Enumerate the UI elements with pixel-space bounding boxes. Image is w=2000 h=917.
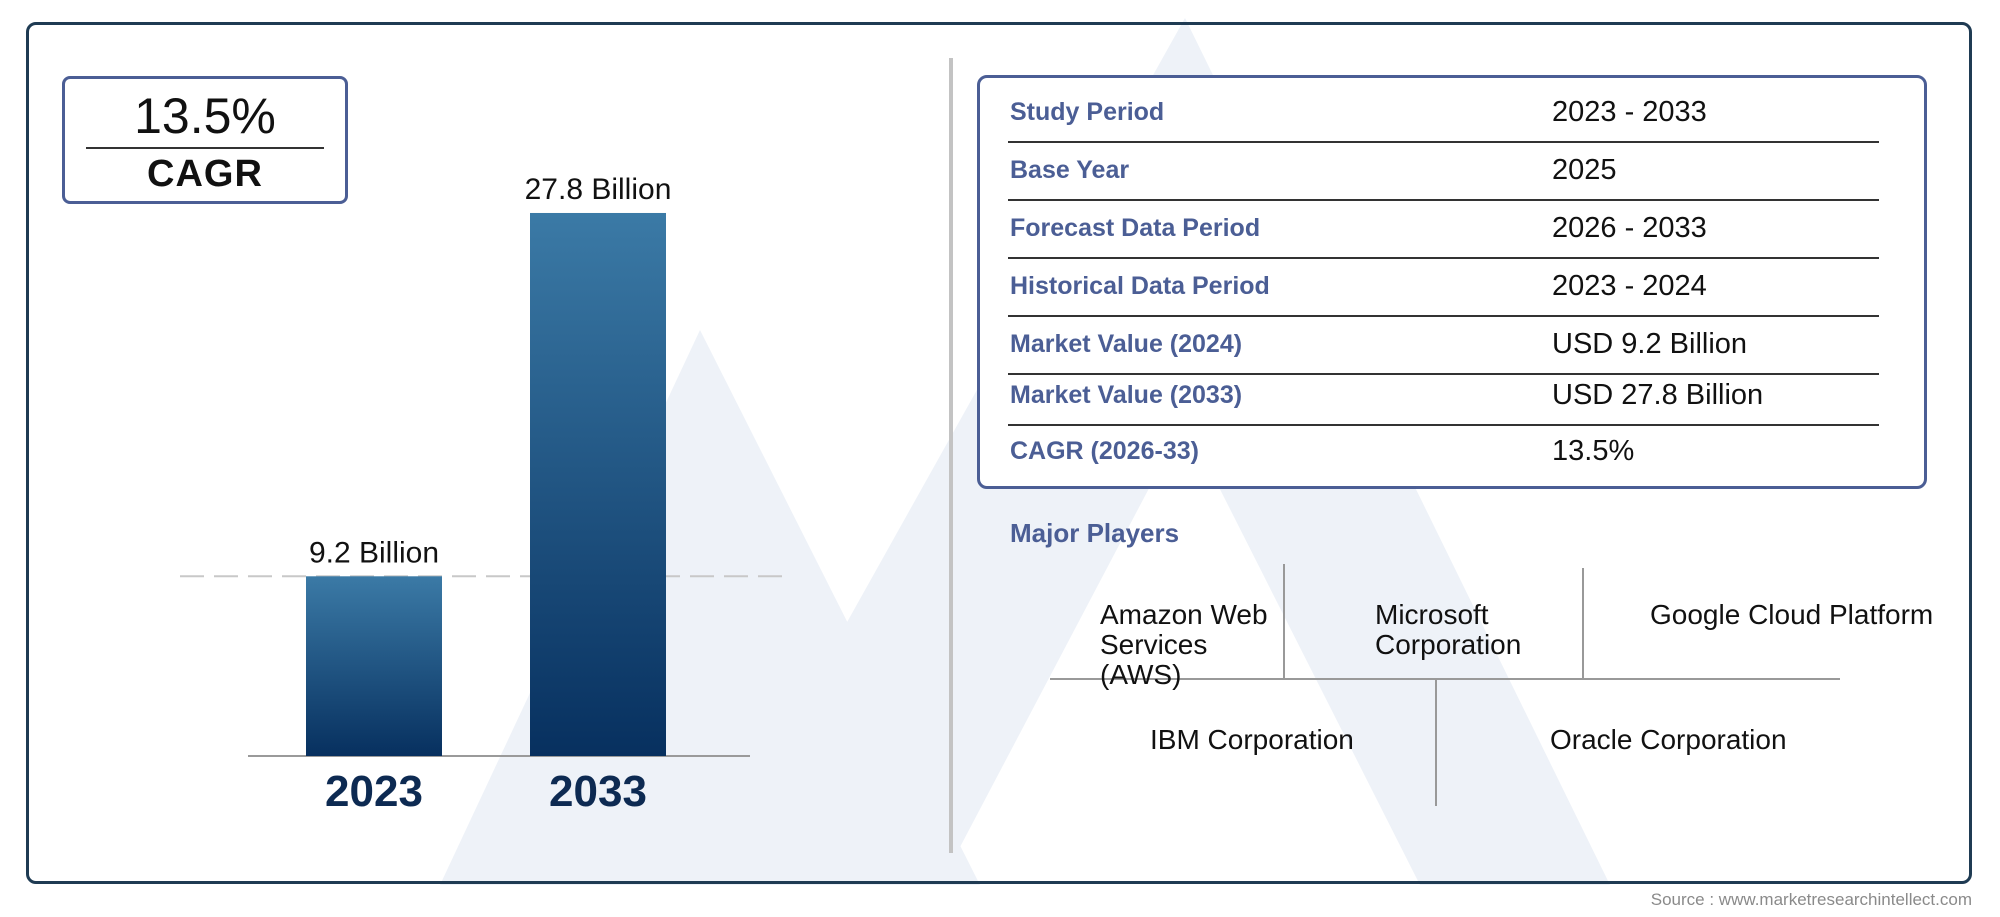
player-grid-line xyxy=(1435,678,1437,806)
bar-2023 xyxy=(306,576,442,756)
player-oracle: Oracle Corporation xyxy=(1550,724,1787,755)
x-tick-label-2023: 2023 xyxy=(325,767,423,816)
bar-2033 xyxy=(530,212,666,756)
info-value: 2023 - 2033 xyxy=(1552,96,1707,128)
player-ibm: IBM Corporation xyxy=(1150,724,1354,755)
data-label-2023: 9.2 Billion xyxy=(309,536,439,569)
bar-chart: 9.2 Billion 2023 27.8 Billion 2033 xyxy=(180,173,790,816)
cagr-label: CAGR xyxy=(147,153,263,195)
info-label: Market Value (2033) xyxy=(1010,381,1243,409)
player-microsoft: Microsoft Corporation xyxy=(1375,599,1522,660)
info-row-historical-period: Historical Data Period 2023 - 2024 xyxy=(1008,257,1879,317)
cagr-value: 13.5% xyxy=(134,88,276,144)
info-row-cagr: CAGR (2026-33) 13.5% xyxy=(1008,424,1879,480)
info-value: 2025 xyxy=(1552,154,1617,186)
player-grid-line xyxy=(1283,564,1285,678)
info-label: Market Value (2024) xyxy=(1010,330,1243,358)
info-label: CAGR (2026-33) xyxy=(1010,437,1199,465)
data-label-2033: 27.8 Billion xyxy=(525,173,672,206)
info-row-study-period: Study Period 2023 - 2033 xyxy=(1008,78,1879,143)
info-label: Base Year xyxy=(1010,156,1130,184)
info-row-market-value-2024: Market Value (2024) USD 9.2 Billion xyxy=(1008,315,1879,375)
cagr-divider xyxy=(86,147,324,149)
source-credit: Source : www.marketresearchintellect.com xyxy=(1650,890,1972,909)
info-value: USD 9.2 Billion xyxy=(1552,328,1748,360)
player-google-cloud: Google Cloud Platform xyxy=(1650,599,1934,630)
info-row-market-value-2033: Market Value (2033) USD 27.8 Billion xyxy=(1008,373,1879,426)
market-info-table: Study Period 2023 - 2033 Base Year 2025 … xyxy=(977,75,1927,489)
info-row-base-year: Base Year 2025 xyxy=(1008,141,1879,201)
info-value: 2023 - 2024 xyxy=(1552,270,1707,302)
player-grid-line xyxy=(1582,568,1584,678)
player-aws: Amazon Web Services (AWS) xyxy=(1100,599,1268,690)
info-row-forecast-period: Forecast Data Period 2026 - 2033 xyxy=(1008,199,1879,259)
major-players-title: Major Players xyxy=(1010,518,1180,548)
player-grid-line xyxy=(1050,678,1840,680)
info-label: Forecast Data Period xyxy=(1010,214,1261,242)
info-value: USD 27.8 Billion xyxy=(1552,379,1764,411)
info-label: Study Period xyxy=(1010,98,1165,126)
outer-frame xyxy=(26,22,1972,884)
info-value: 2026 - 2033 xyxy=(1552,212,1707,244)
cagr-card: 13.5% CAGR xyxy=(62,76,348,204)
vertical-divider xyxy=(949,58,953,853)
info-value: 13.5% xyxy=(1552,435,1635,467)
x-tick-label-2033: 2033 xyxy=(549,767,647,816)
info-label: Historical Data Period xyxy=(1010,272,1270,300)
